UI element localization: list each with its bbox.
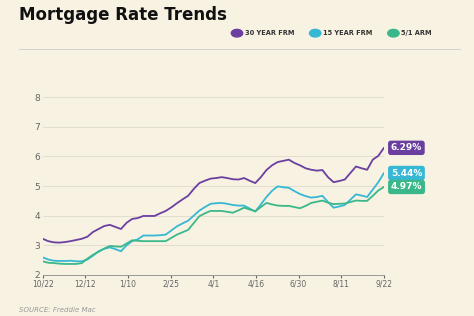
Text: 4.97%: 4.97% [391, 182, 422, 191]
Text: 15 YEAR FRM: 15 YEAR FRM [323, 30, 372, 36]
Text: 30 YEAR FRM: 30 YEAR FRM [245, 30, 294, 36]
Text: 6.29%: 6.29% [391, 143, 422, 152]
Text: 5.44%: 5.44% [391, 168, 422, 178]
Text: SOURCE: Freddie Mac: SOURCE: Freddie Mac [19, 307, 96, 313]
Text: Mortgage Rate Trends: Mortgage Rate Trends [19, 6, 227, 24]
Text: 5/1 ARM: 5/1 ARM [401, 30, 432, 36]
